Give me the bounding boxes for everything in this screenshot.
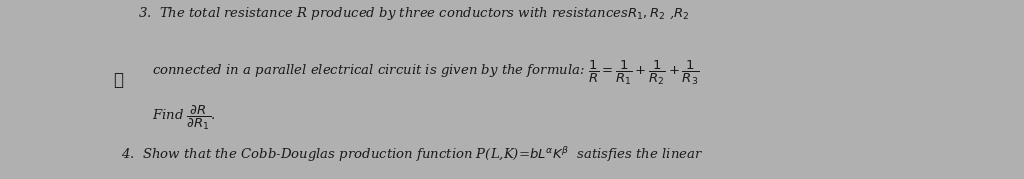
Text: ✓: ✓ (113, 72, 123, 89)
Text: 4.  Show that the Cobb-Douglas production function P(L,K)=$bL^{\alpha}K^{\beta}$: 4. Show that the Cobb-Douglas production… (121, 145, 703, 164)
Text: connected in a parallel electrical circuit is given by the formula: $\dfrac{1}{R: connected in a parallel electrical circu… (152, 59, 699, 87)
Text: 3.  The total resistance R produced by three conductors with resistances$R_1,R_2: 3. The total resistance R produced by th… (138, 5, 690, 22)
Text: Find $\dfrac{\partial R}{\partial R_1}$.: Find $\dfrac{\partial R}{\partial R_1}$. (152, 104, 215, 132)
